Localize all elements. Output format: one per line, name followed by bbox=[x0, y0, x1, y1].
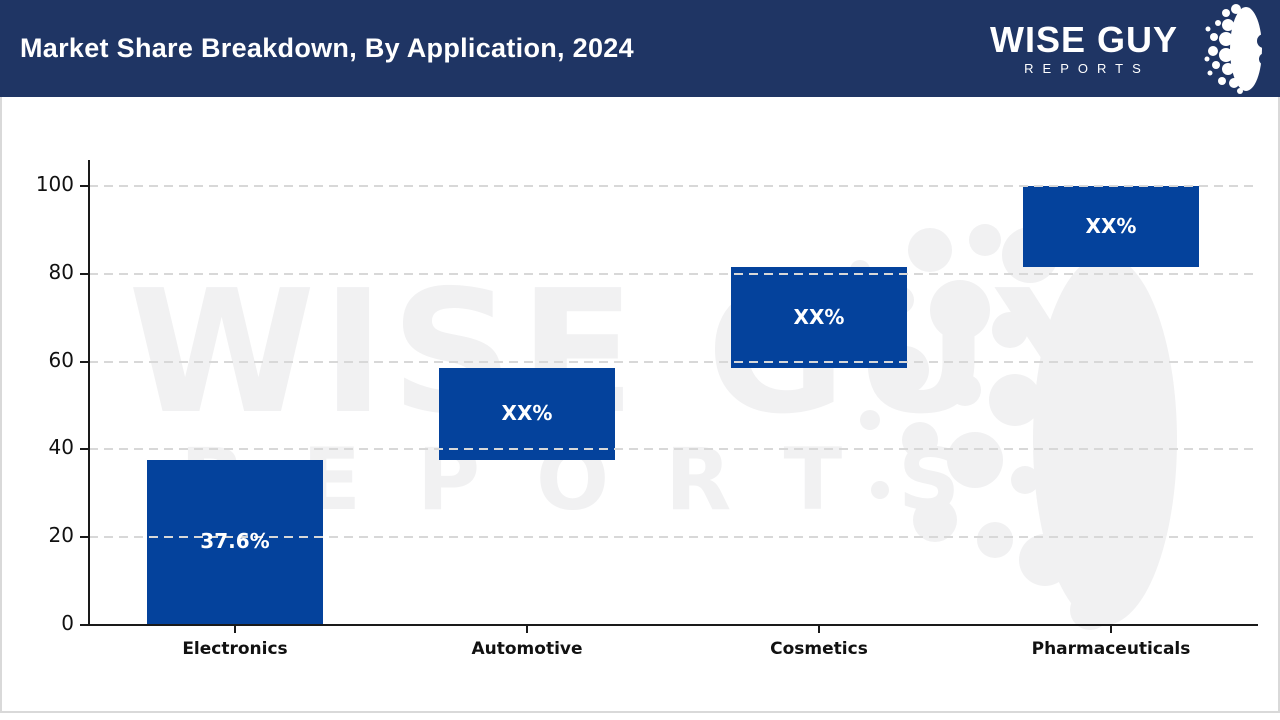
gridline-100 bbox=[89, 185, 1255, 187]
bar-automotive bbox=[439, 368, 615, 460]
y-tick-label-60: 60 bbox=[48, 347, 74, 372]
gridline-20 bbox=[89, 536, 1255, 539]
y-tick-40 bbox=[80, 448, 89, 451]
y-tick-label-40: 40 bbox=[48, 435, 74, 460]
y-axis-line bbox=[88, 160, 90, 626]
gridline-40 bbox=[89, 448, 1255, 451]
x-tick-automotive bbox=[526, 626, 528, 633]
bar-electronics bbox=[147, 459, 323, 625]
x-tick-pharmaceuticals bbox=[1110, 626, 1112, 633]
x-tick-cosmetics bbox=[818, 626, 820, 633]
wiseguy-logo: WISE GUY REPORTS bbox=[990, 3, 1266, 95]
category-label-cosmetics: Cosmetics bbox=[770, 639, 868, 659]
page-title: Market Share Breakdown, By Application, … bbox=[20, 33, 634, 63]
y-tick-label-100: 100 bbox=[35, 172, 74, 196]
logo-subtext: REPORTS bbox=[1024, 61, 1150, 76]
gridline-80 bbox=[89, 272, 1255, 275]
y-tick-20 bbox=[80, 536, 89, 539]
y-tick-label-0: 0 bbox=[61, 611, 74, 635]
logo-head-icon bbox=[1204, 3, 1266, 94]
header: Market Share Breakdown, By Application, … bbox=[0, 0, 1280, 97]
y-tick-100 bbox=[80, 185, 89, 187]
gridline-60 bbox=[89, 360, 1255, 363]
bar-value-label-automotive: XX% bbox=[501, 401, 553, 426]
y-tick-0 bbox=[80, 624, 89, 626]
category-label-automotive: Automotive bbox=[471, 639, 583, 659]
bar-value-label-electronics: 37.6% bbox=[200, 529, 270, 554]
x-tick-electronics bbox=[234, 626, 236, 633]
bar-value-label-pharmaceuticals: XX% bbox=[1085, 213, 1137, 238]
logo-text: WISE GUY REPORTS bbox=[989, 19, 1178, 77]
y-tick-80 bbox=[80, 272, 89, 275]
y-tick-label-20: 20 bbox=[48, 523, 74, 548]
bar-value-label-cosmetics: XX% bbox=[793, 304, 845, 329]
y-tick-60 bbox=[80, 360, 89, 363]
category-label-pharmaceuticals: Pharmaceuticals bbox=[1031, 639, 1191, 659]
x-axis-line bbox=[88, 624, 1258, 626]
category-label-electronics: Electronics bbox=[182, 639, 288, 659]
logo-wordmark: WISE GUY bbox=[989, 19, 1178, 60]
bar-cosmetics bbox=[731, 267, 907, 369]
y-tick-label-80: 80 bbox=[48, 259, 74, 284]
